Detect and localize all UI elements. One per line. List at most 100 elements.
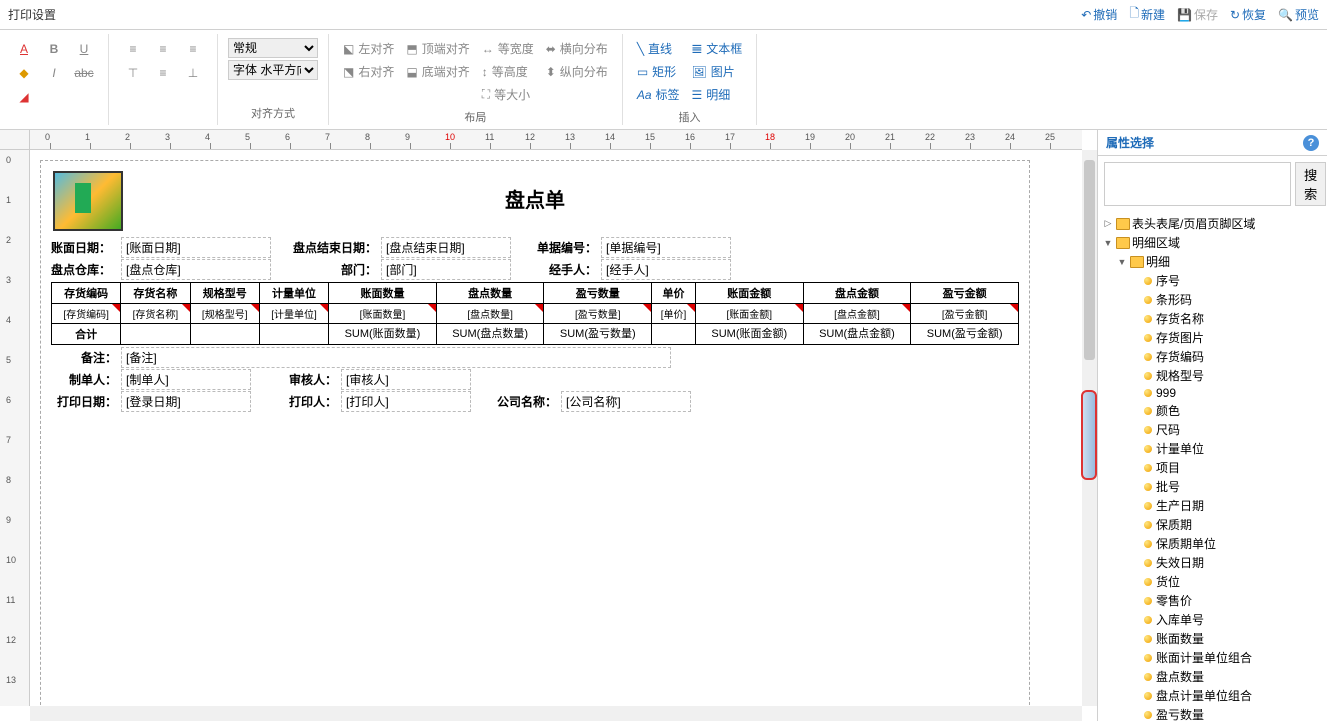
tree-folder-detail-area[interactable]: ▼ 明细区域 (1102, 233, 1323, 252)
tree-field-item[interactable]: 尺码 (1102, 420, 1323, 439)
canvas-scroll[interactable]: 盘点单 账面日期： [账面日期] 盘点结束日期： [盘点结束日期] 单据编号： … (30, 150, 1082, 706)
insert-textbox-btn[interactable]: 𝌆 文本框 (688, 38, 747, 59)
new-button[interactable]: 🗋 新建 (1129, 4, 1165, 25)
tree-field-item[interactable]: 盘点计量单位组合 (1102, 686, 1323, 705)
table-header[interactable]: 盈亏金额 (911, 283, 1019, 304)
same-width-btn[interactable]: ↔ 等宽度 (478, 38, 538, 59)
save-button[interactable]: 💾 保存 (1177, 4, 1218, 25)
field-value[interactable]: [公司名称] (561, 391, 691, 412)
sum-cell[interactable]: SUM(盘点数量) (436, 324, 544, 345)
table-header[interactable]: 盘点金额 (803, 283, 911, 304)
field-value[interactable]: [登录日期] (121, 391, 251, 412)
sum-cell[interactable] (121, 324, 190, 345)
sum-cell[interactable]: SUM(盈亏金额) (911, 324, 1019, 345)
align-right-btn[interactable]: ⬔ 右对齐 (339, 61, 398, 82)
field-value[interactable]: [制单人] (121, 369, 251, 390)
table-cell[interactable]: [账面数量] (329, 304, 437, 324)
table-cell[interactable]: [单价] (652, 304, 696, 324)
table-cell[interactable]: [存货名称] (121, 304, 190, 324)
tree-field-item[interactable]: 计量单位 (1102, 439, 1323, 458)
field-value[interactable]: [经手人] (601, 259, 731, 280)
table-cell[interactable]: [盘点金额] (803, 304, 911, 324)
tree-field-item[interactable]: 999 (1102, 385, 1323, 401)
sum-cell[interactable] (652, 324, 696, 345)
table-header[interactable]: 盘点数量 (436, 283, 544, 304)
help-icon[interactable]: ? (1303, 135, 1319, 151)
report-logo-image[interactable] (53, 171, 123, 231)
horizontal-scrollbar[interactable] (30, 706, 1082, 721)
sum-cell[interactable]: SUM(账面数量) (329, 324, 437, 345)
table-header[interactable]: 存货编码 (52, 283, 121, 304)
same-height-btn[interactable]: ↕ 等高度 (478, 61, 538, 82)
tree-folder-header[interactable]: ▷ 表头表尾/页眉页脚区域 (1102, 214, 1323, 233)
align-bottom-btn[interactable]: ⬓ 底端对齐 (402, 61, 473, 82)
table-header[interactable]: 计量单位 (259, 283, 328, 304)
font-color-button[interactable]: A (10, 38, 38, 60)
tree-folder-detail[interactable]: ▼ 明细 (1102, 252, 1323, 271)
field-value[interactable]: [审核人] (341, 369, 471, 390)
tree-field-item[interactable]: 颜色 (1102, 401, 1323, 420)
sum-cell[interactable]: SUM(盘点金额) (803, 324, 911, 345)
undo-button[interactable]: ↶ 撤销 (1081, 4, 1117, 25)
valign-bot-icon[interactable]: ⊥ (179, 62, 207, 84)
align-left-icon[interactable]: ≡ (119, 38, 147, 60)
tree-field-item[interactable]: 存货编码 (1102, 347, 1323, 366)
insert-image-btn[interactable]: 🖼 图片 (688, 61, 747, 82)
search-button[interactable]: 搜索 (1295, 162, 1326, 206)
report-page[interactable]: 盘点单 账面日期： [账面日期] 盘点结束日期： [盘点结束日期] 单据编号： … (40, 160, 1030, 706)
table-header[interactable]: 账面金额 (695, 283, 803, 304)
table-header[interactable]: 存货名称 (121, 283, 190, 304)
table-header[interactable]: 盈亏数量 (544, 283, 652, 304)
tree-field-item[interactable]: 入库单号 (1102, 610, 1323, 629)
tree-field-item[interactable]: 存货名称 (1102, 309, 1323, 328)
sum-cell[interactable] (190, 324, 259, 345)
table-cell[interactable]: [存货编码] (52, 304, 121, 324)
align-left-btn[interactable]: ⬕ 左对齐 (339, 38, 398, 59)
property-tree[interactable]: ▷ 表头表尾/页眉页脚区域 ▼ 明细区域 ▼ 明细 序号条形码存货名称存货图片存… (1098, 212, 1327, 721)
tree-field-item[interactable]: 保质期单位 (1102, 534, 1323, 553)
underline-button[interactable]: U (70, 38, 98, 60)
field-value[interactable]: [账面日期] (121, 237, 271, 258)
field-value[interactable]: [盘点结束日期] (381, 237, 511, 258)
valign-top-icon[interactable]: ⊤ (119, 62, 147, 84)
sum-cell[interactable]: SUM(账面金额) (695, 324, 803, 345)
panel-collapse-handle[interactable] (1081, 390, 1097, 480)
font-weight-select[interactable]: 常规 (228, 38, 318, 58)
field-value[interactable]: [盘点仓库] (121, 259, 271, 280)
tree-field-item[interactable]: 失效日期 (1102, 553, 1323, 572)
align-center-icon[interactable]: ≡ (149, 38, 177, 60)
sum-cell[interactable]: SUM(盈亏数量) (544, 324, 652, 345)
insert-label-btn[interactable]: Aa 标签 (633, 84, 684, 105)
table-cell[interactable]: [规格型号] (190, 304, 259, 324)
field-value[interactable]: [部门] (381, 259, 511, 280)
fill-color-button[interactable]: ◆ (10, 62, 38, 84)
tree-field-item[interactable]: 存货图片 (1102, 328, 1323, 347)
report-title[interactable]: 盘点单 (51, 184, 1019, 213)
align-right-icon[interactable]: ≡ (179, 38, 207, 60)
valign-mid-icon[interactable]: ≡ (149, 62, 177, 84)
insert-rect-btn[interactable]: ▭ 矩形 (633, 61, 684, 82)
font-direction-select[interactable]: 字体 水平方向 (228, 60, 318, 80)
tree-field-item[interactable]: 保质期 (1102, 515, 1323, 534)
bold-button[interactable]: B (40, 38, 68, 60)
strikethrough-button[interactable]: abc (70, 62, 98, 84)
tree-field-item[interactable]: 条形码 (1102, 290, 1323, 309)
table-cell[interactable]: [盈亏数量] (544, 304, 652, 324)
sum-cell[interactable] (259, 324, 328, 345)
preview-button[interactable]: 🔍 预览 (1278, 4, 1319, 25)
table-header[interactable]: 规格型号 (190, 283, 259, 304)
field-value[interactable]: [打印人] (341, 391, 471, 412)
tree-field-item[interactable]: 零售价 (1102, 591, 1323, 610)
insert-line-btn[interactable]: ╲ 直线 (633, 38, 684, 59)
collapse-icon[interactable]: ▼ (1102, 238, 1114, 248)
tree-field-item[interactable]: 账面计量单位组合 (1102, 648, 1323, 667)
tree-field-item[interactable]: 项目 (1102, 458, 1323, 477)
tree-field-item[interactable]: 货位 (1102, 572, 1323, 591)
scrollbar-thumb[interactable] (1084, 160, 1095, 360)
tree-field-item[interactable]: 生产日期 (1102, 496, 1323, 515)
tree-field-item[interactable]: 盈亏数量 (1102, 705, 1323, 721)
italic-button[interactable]: I (40, 62, 68, 84)
tree-field-item[interactable]: 规格型号 (1102, 366, 1323, 385)
table-cell[interactable]: [盘点数量] (436, 304, 544, 324)
table-cell[interactable]: [账面金额] (695, 304, 803, 324)
